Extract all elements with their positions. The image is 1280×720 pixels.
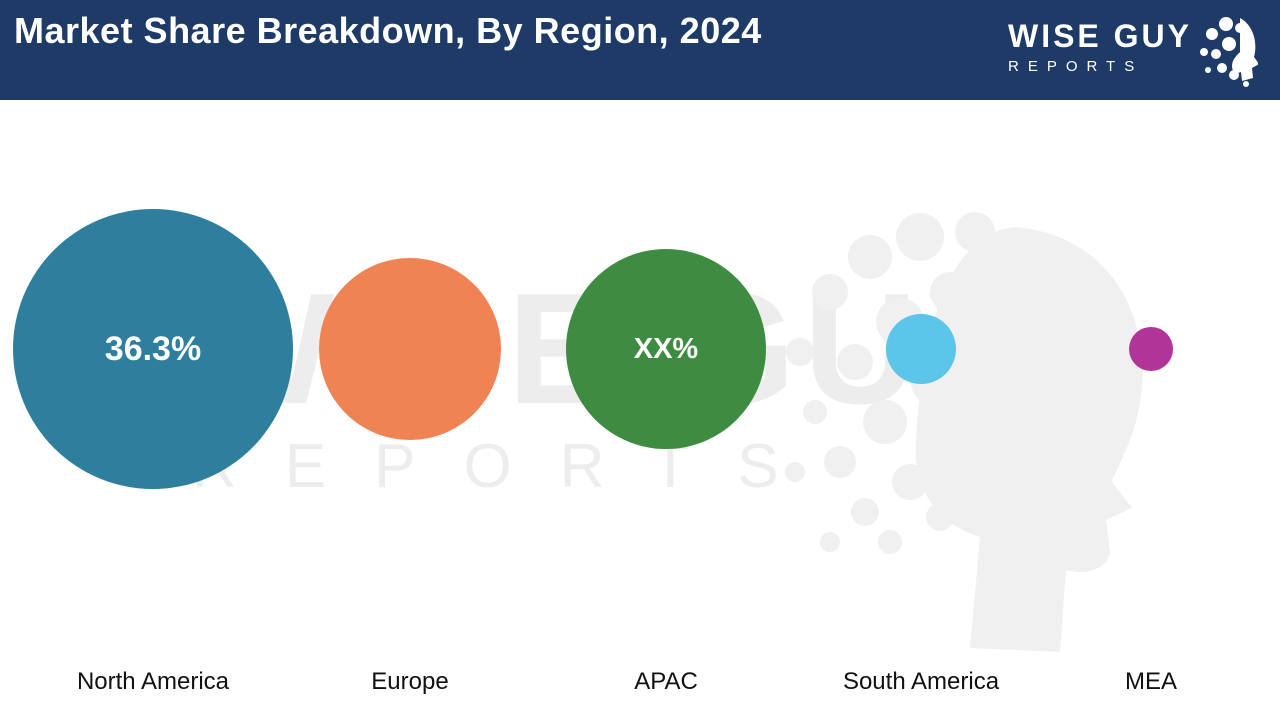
bubble-south-america <box>886 314 956 384</box>
bubble-apac: XX% <box>566 249 766 449</box>
bubble-europe <box>319 258 501 440</box>
header: Market Share Breakdown, By Region, 2024 … <box>0 0 1280 100</box>
category-label-apac: APAC <box>634 668 698 695</box>
brand-logo: WISE GUY REPORTS <box>1008 12 1258 88</box>
brand-logo-text: WISE GUY REPORTS <box>1008 20 1192 74</box>
bubble-north-america: 36.3% <box>13 209 293 489</box>
watermark-text-line2: REPORTS <box>192 432 827 501</box>
category-label-europe: Europe <box>371 668 449 695</box>
brand-head-icon <box>1200 17 1258 87</box>
bubble-value-apac: XX% <box>633 332 699 365</box>
watermark-head-icon <box>785 212 1143 652</box>
page-title: Market Share Breakdown, By Region, 2024 <box>14 10 762 51</box>
brand-subtitle: REPORTS <box>1007 58 1144 75</box>
category-label-south-america: South America <box>842 668 1000 695</box>
category-label-north-america: North America <box>76 668 230 695</box>
brand-name: WISE GUY <box>1007 18 1192 54</box>
bubble-mea <box>1129 327 1173 371</box>
bubble-value-north-america: 36.3% <box>104 329 202 368</box>
bubble-chart: WISE GUY REPORTS <box>0 100 1280 720</box>
category-label-mea: MEA <box>1124 668 1177 695</box>
